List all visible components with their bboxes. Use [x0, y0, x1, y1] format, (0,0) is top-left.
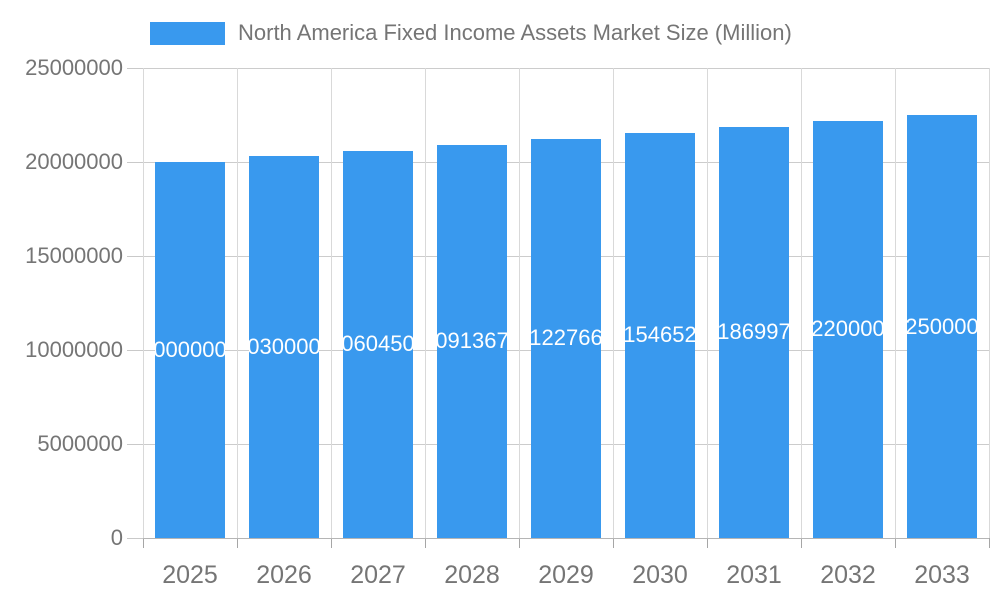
y-axis-label: 10000000 — [25, 337, 123, 362]
bar-value-label: 21546521 — [625, 322, 695, 348]
x-axis-tick — [895, 538, 896, 548]
y-axis-tick — [127, 256, 143, 257]
x-axis-baseline — [143, 538, 989, 539]
x-axis-tick — [519, 538, 520, 548]
x-gridline — [143, 68, 144, 538]
x-gridline — [895, 68, 896, 538]
bar-value-label: 20913672 — [437, 328, 507, 354]
x-gridline — [613, 68, 614, 538]
x-gridline — [801, 68, 802, 538]
x-axis-tick — [613, 538, 614, 548]
x-axis-tick — [707, 538, 708, 548]
y-axis-tick — [127, 350, 143, 351]
bar-2027: 20604500 — [343, 150, 413, 538]
y-axis-label: 20000000 — [25, 149, 123, 174]
bar-value-label: 20000000 — [155, 337, 225, 362]
x-gridline — [519, 68, 520, 538]
y-axis-label: 15000000 — [25, 243, 123, 268]
bar-value-label: 21227667 — [531, 325, 601, 351]
x-axis-tick — [237, 538, 238, 548]
bar-2031: 21869979 — [719, 126, 789, 538]
bar-2028: 20913672 — [437, 144, 507, 538]
x-gridline — [425, 68, 426, 538]
y-axis-tick — [127, 444, 143, 445]
bar-2033: 22500000 — [907, 115, 977, 538]
x-axis-label: 2030 — [632, 561, 688, 589]
x-axis-label: 2028 — [444, 561, 500, 589]
x-axis-tick — [801, 538, 802, 548]
x-axis-label: 2025 — [162, 561, 218, 589]
x-axis-label: 2029 — [538, 561, 594, 589]
x-gridline — [707, 68, 708, 538]
y-axis-label: 0 — [110, 525, 123, 550]
x-axis-label: 2026 — [256, 561, 312, 589]
legend: North America Fixed Income Assets Market… — [150, 20, 792, 46]
y-axis-tick — [127, 68, 143, 69]
legend-label: North America Fixed Income Assets Market… — [238, 20, 792, 45]
x-axis-label: 2031 — [726, 561, 782, 589]
bar-value-label: 20604500 — [343, 331, 413, 357]
bar-2030: 21546521 — [625, 132, 695, 538]
bar-value-label: 22200000 — [813, 316, 883, 342]
x-axis-tick — [989, 538, 990, 548]
x-gridline — [989, 68, 990, 538]
x-axis-label: 2032 — [820, 561, 876, 589]
bar-2032: 22200000 — [813, 120, 883, 538]
y-axis-tick — [127, 162, 143, 163]
bar-2026: 20300000 — [249, 156, 319, 538]
x-gridline — [331, 68, 332, 538]
x-axis-tick — [425, 538, 426, 548]
x-axis-label: 2033 — [914, 561, 970, 589]
x-axis-label: 2027 — [350, 561, 406, 589]
bar-value-label: 22500000 — [907, 313, 977, 339]
bar-2029: 21227667 — [531, 138, 601, 538]
bar-value-label: 20300000 — [249, 334, 319, 360]
y-axis-tick — [127, 538, 143, 539]
x-axis-tick — [331, 538, 332, 548]
bar-2025: 20000000 — [155, 162, 225, 538]
x-gridline — [237, 68, 238, 538]
y-axis-label: 25000000 — [25, 55, 123, 80]
bar-value-label: 21869979 — [719, 319, 789, 345]
x-axis-tick — [143, 538, 144, 548]
y-axis-label: 5000000 — [37, 431, 123, 456]
y-gridline — [143, 68, 989, 69]
legend-swatch — [150, 21, 225, 45]
